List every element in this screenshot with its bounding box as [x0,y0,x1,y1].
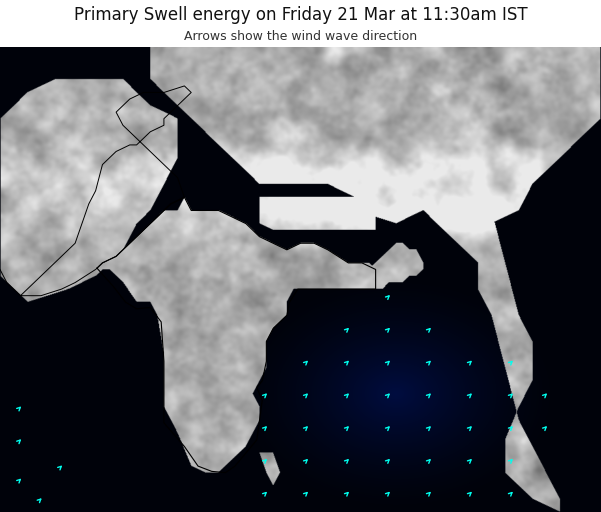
Text: Primary Swell energy on Friday 21 Mar at 11:30am IST: Primary Swell energy on Friday 21 Mar at… [74,6,527,24]
Text: Arrows show the wind wave direction: Arrows show the wind wave direction [184,30,417,43]
